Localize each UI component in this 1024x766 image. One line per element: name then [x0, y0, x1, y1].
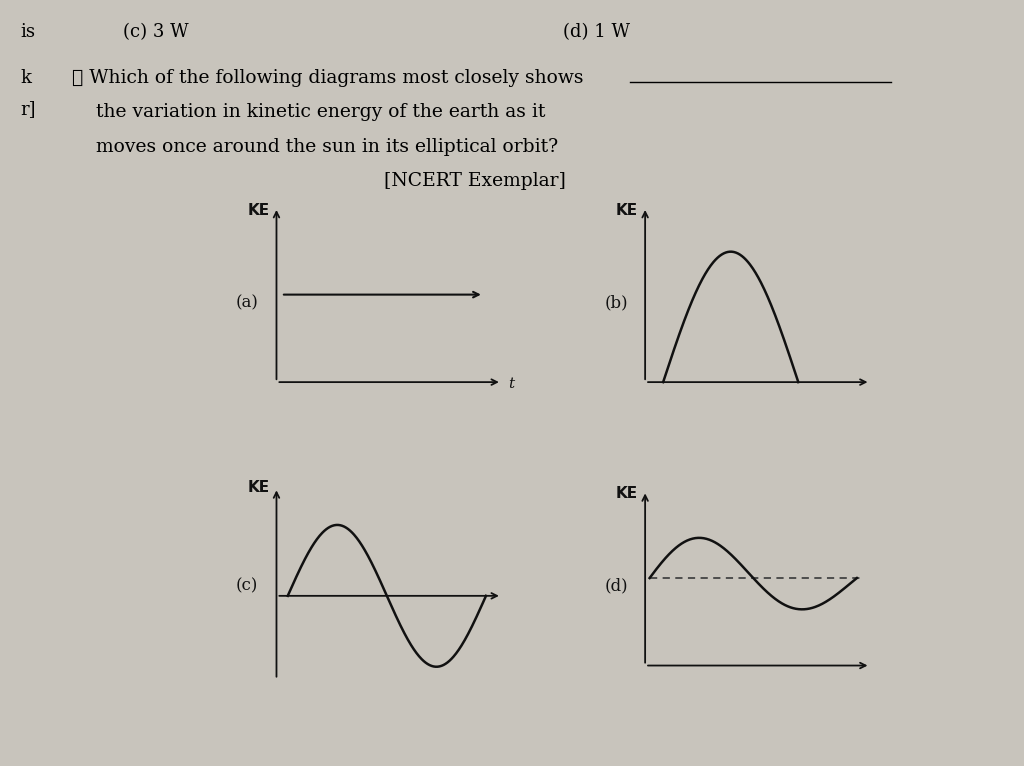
- Text: KE: KE: [248, 480, 269, 496]
- Text: KE: KE: [248, 203, 269, 218]
- Text: (a): (a): [236, 294, 259, 311]
- Text: [NCERT Exemplar]: [NCERT Exemplar]: [72, 172, 565, 190]
- Text: (c) 3 W: (c) 3 W: [123, 23, 188, 41]
- Text: (c): (c): [236, 578, 258, 594]
- Text: t: t: [508, 378, 514, 391]
- Text: KE: KE: [616, 486, 638, 502]
- Text: KE: KE: [616, 203, 638, 218]
- Text: (d): (d): [604, 578, 628, 594]
- Text: the variation in kinetic energy of the earth as it: the variation in kinetic energy of the e…: [72, 103, 545, 121]
- Text: moves once around the sun in its elliptical orbit?: moves once around the sun in its ellipti…: [72, 138, 558, 155]
- Text: is: is: [20, 23, 36, 41]
- Text: r]: r]: [20, 100, 36, 117]
- Text: (b): (b): [604, 294, 628, 311]
- Text: ⒱ Which of the following diagrams most closely shows: ⒱ Which of the following diagrams most c…: [72, 69, 584, 87]
- Text: k: k: [20, 69, 32, 87]
- Text: (d) 1 W: (d) 1 W: [563, 23, 630, 41]
